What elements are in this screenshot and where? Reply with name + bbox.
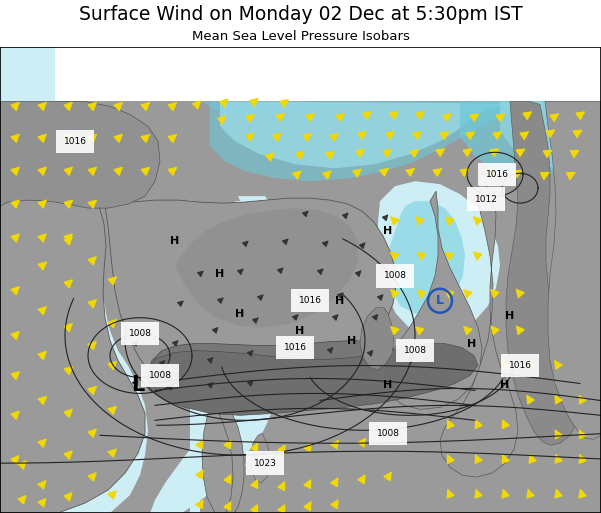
Text: 1008: 1008 <box>376 429 400 438</box>
Text: H: H <box>505 311 514 321</box>
Text: H: H <box>383 226 392 236</box>
Text: 1008: 1008 <box>129 329 151 338</box>
Polygon shape <box>210 102 601 181</box>
Polygon shape <box>209 401 244 513</box>
Polygon shape <box>202 400 233 513</box>
Polygon shape <box>251 433 270 483</box>
Polygon shape <box>0 194 145 513</box>
Polygon shape <box>150 196 298 513</box>
Text: 1016: 1016 <box>508 361 531 370</box>
Polygon shape <box>0 191 108 513</box>
Text: H: H <box>501 381 510 390</box>
Polygon shape <box>105 198 396 407</box>
Text: 1023: 1023 <box>254 459 276 468</box>
Text: H: H <box>468 339 477 349</box>
Polygon shape <box>220 102 510 168</box>
Text: H: H <box>295 326 305 336</box>
Polygon shape <box>147 344 478 416</box>
Text: H: H <box>236 309 245 319</box>
Polygon shape <box>388 201 465 314</box>
Text: Mean Sea Level Pressure Isobars: Mean Sea Level Pressure Isobars <box>192 30 409 43</box>
Polygon shape <box>147 341 405 396</box>
Polygon shape <box>222 201 289 513</box>
Polygon shape <box>383 191 482 409</box>
Text: L: L <box>436 294 444 307</box>
Text: 1016: 1016 <box>299 297 322 305</box>
Polygon shape <box>378 181 500 336</box>
Text: 1008: 1008 <box>403 346 427 355</box>
Text: H: H <box>383 381 392 390</box>
Text: 1016: 1016 <box>64 137 87 146</box>
Polygon shape <box>0 47 55 186</box>
Text: 1008: 1008 <box>383 271 406 281</box>
Text: L: L <box>132 376 145 396</box>
Polygon shape <box>360 308 394 369</box>
Polygon shape <box>447 336 452 346</box>
Text: 1016: 1016 <box>284 343 307 352</box>
Polygon shape <box>0 176 48 513</box>
Polygon shape <box>0 306 90 513</box>
Polygon shape <box>545 102 601 439</box>
Polygon shape <box>440 184 518 477</box>
Polygon shape <box>460 102 601 176</box>
Polygon shape <box>0 102 160 208</box>
Polygon shape <box>506 102 582 445</box>
Text: H: H <box>347 336 356 346</box>
Polygon shape <box>0 102 601 513</box>
Text: H: H <box>215 269 225 279</box>
Polygon shape <box>0 194 148 513</box>
Polygon shape <box>190 198 260 513</box>
Polygon shape <box>500 102 601 168</box>
Text: 1008: 1008 <box>148 371 171 380</box>
Text: 1016: 1016 <box>486 170 508 179</box>
Text: H: H <box>170 236 180 246</box>
Text: 1012: 1012 <box>475 194 498 204</box>
Text: H: H <box>335 296 344 306</box>
Polygon shape <box>175 208 358 328</box>
Polygon shape <box>200 102 601 114</box>
Text: Surface Wind on Monday 02 Dec at 5:30pm IST: Surface Wind on Monday 02 Dec at 5:30pm … <box>79 6 522 25</box>
